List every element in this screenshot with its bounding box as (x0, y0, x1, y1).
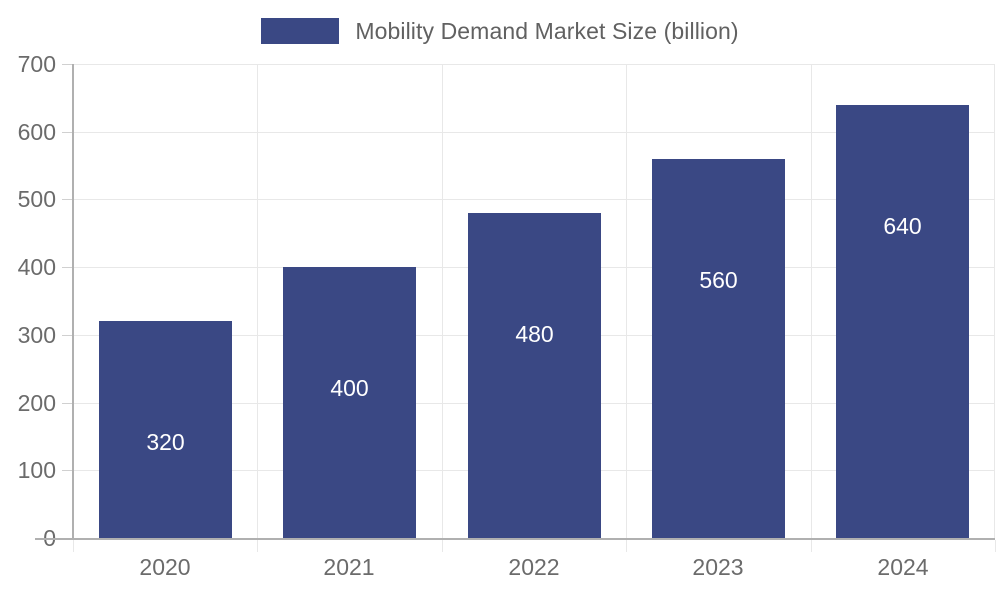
gridline-horizontal (73, 132, 995, 133)
x-axis-tick-mark (73, 540, 74, 552)
y-axis-labels: 0100200300400500600700 (0, 0, 56, 600)
y-axis-tick-label: 700 (17, 51, 56, 77)
bar[interactable] (468, 213, 601, 538)
gridline-horizontal (73, 199, 995, 200)
x-axis-tick-label: 2024 (877, 554, 929, 580)
y-axis-tick-mark (62, 199, 73, 200)
gridline-vertical (442, 64, 443, 538)
plot-area: 320 400 480 560 640 (73, 64, 995, 538)
y-axis-tick-mark (62, 132, 73, 133)
x-axis-tick-label: 2020 (139, 554, 191, 580)
bar[interactable] (99, 321, 232, 538)
y-axis-tick-label: 200 (17, 389, 56, 416)
x-axis-tick-label: 2023 (692, 554, 744, 580)
x-axis-tick-mark (442, 540, 443, 552)
y-axis-tick-mark (62, 64, 73, 65)
y-axis-tick-label: 500 (17, 186, 56, 213)
y-axis-tick-mark (62, 335, 73, 336)
bar[interactable] (283, 267, 416, 538)
gridline-vertical (626, 64, 627, 538)
gridline-vertical (811, 64, 812, 538)
gridline-vertical (994, 64, 995, 538)
x-axis-line (35, 538, 995, 540)
x-axis-tick-mark (626, 540, 627, 552)
y-axis-tick-label: 400 (17, 254, 56, 281)
chart-legend[interactable]: Mobility Demand Market Size (billion) (0, 14, 1000, 48)
y-axis-tick-label: 100 (17, 457, 56, 484)
gridline-vertical (257, 64, 258, 538)
x-axis-tick-label: 2022 (508, 554, 560, 580)
y-axis-tick-label: 300 (17, 321, 56, 348)
y-axis-tick-mark (62, 470, 73, 471)
legend-swatch-icon (261, 18, 340, 44)
y-axis-tick-mark (62, 267, 73, 268)
y-axis-tick-label: 600 (17, 118, 56, 145)
bar[interactable] (836, 105, 969, 538)
x-axis-tick-label: 2021 (323, 554, 375, 580)
x-axis-tick-mark (811, 540, 812, 552)
bar[interactable] (652, 159, 785, 538)
x-axis-tick-mark (257, 540, 258, 552)
y-axis-tick-mark (62, 403, 73, 404)
x-axis-tick-mark (995, 540, 996, 552)
y-axis-line (72, 64, 74, 539)
gridline-horizontal (73, 64, 995, 65)
legend-label: Mobility Demand Market Size (billion) (355, 17, 739, 44)
